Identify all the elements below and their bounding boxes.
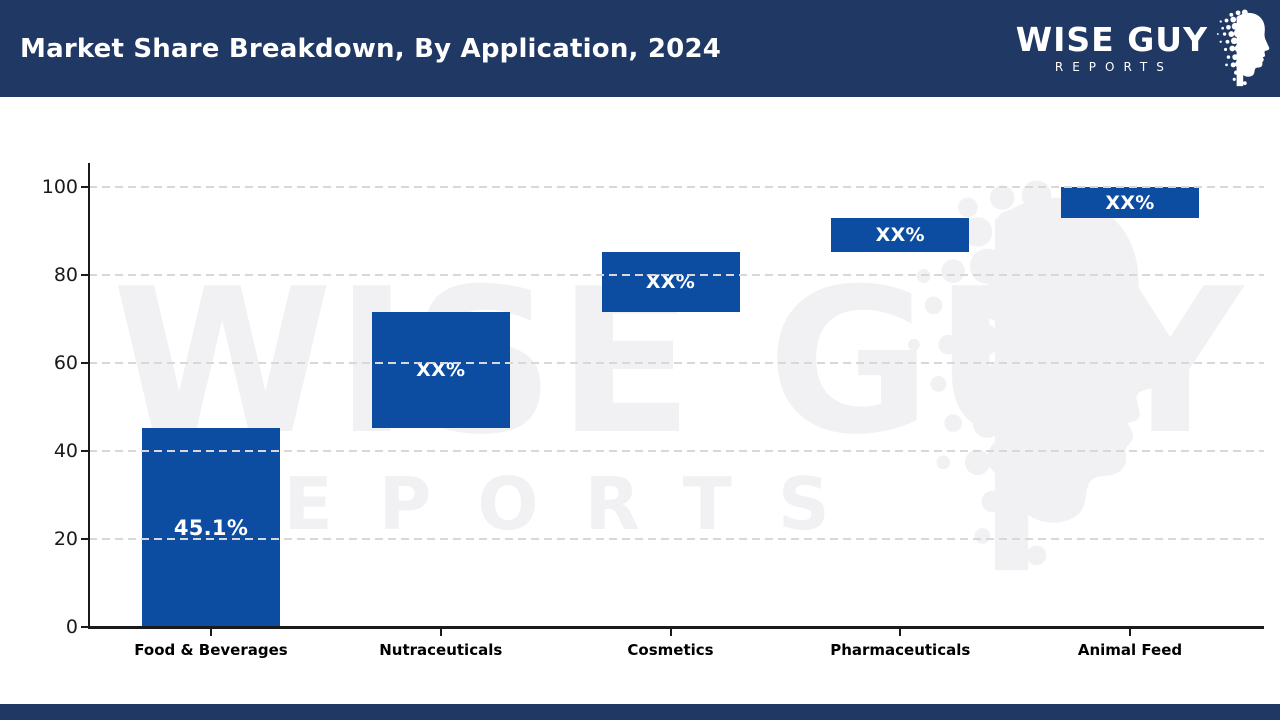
x-category-label-pharmaceuticals: Pharmaceuticals [830,641,971,659]
wise-guy-logo-text: WISE GUY REPORTS [1016,23,1208,74]
logo-wordmark: WISE GUY [1015,20,1208,59]
bar-animal-feed: XX% [1061,187,1199,219]
logo-reports: REPORTS [1054,60,1173,74]
y-tick-label-80: 80 [53,263,78,286]
bar-value-label: XX% [645,270,696,293]
bar-value-label: XX% [1105,191,1155,214]
y-tick-label-100: 100 [41,176,78,198]
y-tick-100 [81,186,89,188]
y-tick-20 [81,537,89,540]
x-category-label-food-beverages: Food & Beverages [134,641,288,659]
y-tick-0 [81,625,89,628]
x-category-label-nutraceuticals: Nutraceuticals [379,641,503,659]
gridline-40 [89,449,1264,452]
x-tick-animal-feed [1129,629,1131,636]
y-tick-80 [81,273,89,276]
gridline-60 [89,361,1264,364]
chart-title: Market Share Breakdown, By Application, … [20,33,722,64]
y-tick-label-0: 0 [65,615,78,638]
gridline-80 [89,273,1264,276]
gridline-20 [89,537,1264,540]
wise-guy-face-logo-icon [1216,9,1270,87]
y-tick-60 [81,361,89,364]
bar-nutraceuticals: XX% [371,311,510,429]
bar-value-label: XX% [416,359,466,382]
wise-guy-logo: WISE GUY REPORTS [1016,0,1270,97]
y-tick-label-40: 40 [53,439,78,462]
x-category-label-cosmetics: Cosmetics [627,641,714,659]
bar-pharmaceuticals: XX% [831,218,970,253]
x-tick-cosmetics [669,629,672,636]
watermark-reports: REPORTS [182,462,876,546]
x-tick-pharmaceuticals [899,629,902,636]
header-bar: Market Share Breakdown, By Application, … [0,0,1280,97]
x-tick-nutraceuticals [439,629,442,636]
footer-bar [0,704,1280,720]
y-tick-label-20: 20 [53,527,78,550]
y-tick-label-60: 60 [53,351,78,374]
bar-value-label: 45.1% [173,515,249,540]
bar-cosmetics: XX% [601,252,740,312]
bar-value-label: XX% [875,224,925,247]
bar-food-beverages: 45.1% [142,428,280,627]
y-axis-spine [88,163,90,629]
gridline-100 [89,186,1264,188]
x-tick-food-beverages [210,629,212,636]
x-axis-spine [89,626,1264,629]
x-category-label-animal-feed: Animal Feed [1077,641,1183,659]
y-tick-40 [81,449,89,452]
